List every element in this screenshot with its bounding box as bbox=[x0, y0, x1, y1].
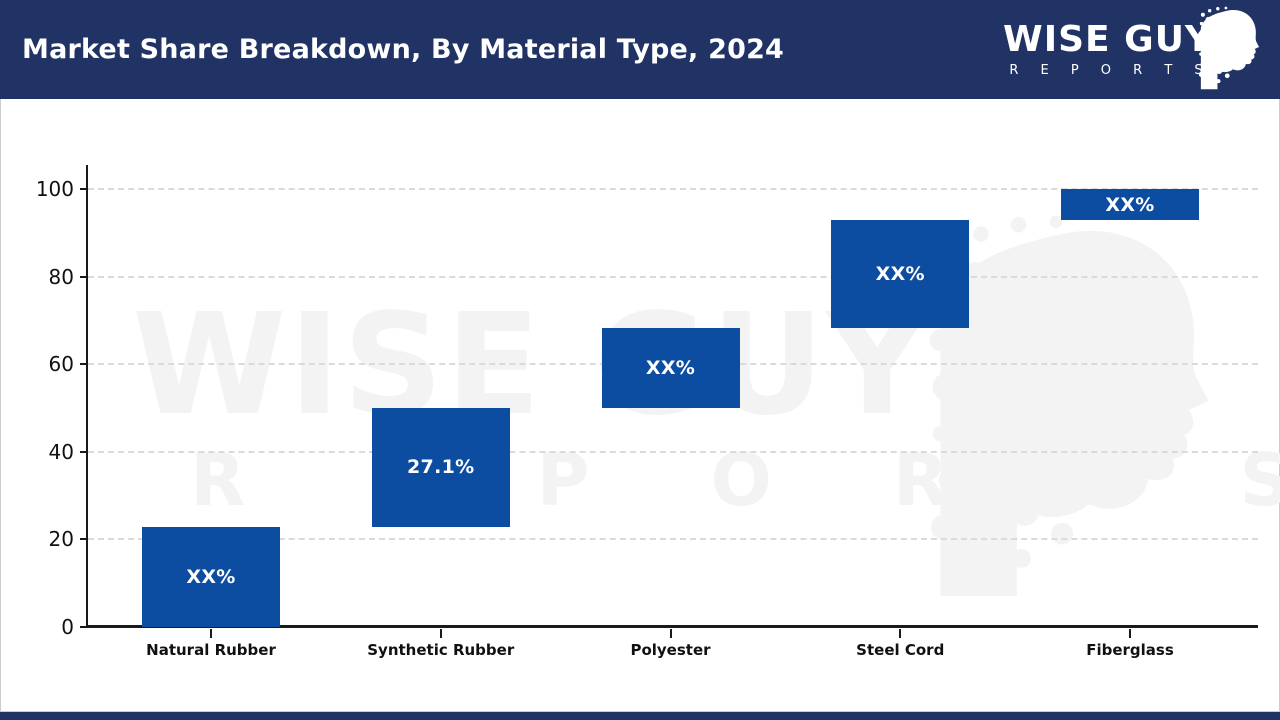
x-axis-category-label: Polyester bbox=[630, 641, 711, 659]
bar-value-label: XX% bbox=[1105, 193, 1155, 216]
gridline bbox=[88, 275, 1258, 278]
gridline bbox=[88, 188, 1258, 190]
x-axis-tick bbox=[899, 629, 902, 638]
y-axis-tick bbox=[80, 538, 87, 541]
brand-logo: WISE GUY R E P O R T S bbox=[1003, 6, 1266, 94]
x-axis-category-label: Natural Rubber bbox=[146, 641, 276, 659]
y-axis-tick bbox=[80, 450, 87, 453]
watermark-wordmark: WISE GUY bbox=[132, 284, 930, 447]
watermark-face-icon bbox=[929, 215, 1209, 596]
x-axis-tick bbox=[439, 629, 442, 638]
y-axis-tick bbox=[80, 188, 87, 190]
bar: XX% bbox=[1061, 189, 1199, 221]
bar: XX% bbox=[831, 220, 970, 329]
brand-logo-text: WISE GUY R E P O R T S bbox=[1002, 18, 1212, 78]
y-axis-tick-label: 40 bbox=[48, 439, 74, 464]
x-axis-category-label: Synthetic Rubber bbox=[367, 641, 515, 659]
y-axis-tick-label: 100 bbox=[35, 177, 74, 201]
y-axis-tick bbox=[80, 363, 87, 366]
bar-value-label: 27.1% bbox=[407, 456, 475, 479]
bar-value-label: XX% bbox=[875, 263, 925, 286]
bar: XX% bbox=[601, 328, 740, 408]
bar-value-label: XX% bbox=[186, 565, 236, 588]
y-axis-tick bbox=[80, 275, 87, 278]
bar: XX% bbox=[142, 526, 280, 627]
gridline bbox=[88, 450, 1258, 453]
y-axis-tick-label: 0 bbox=[61, 615, 74, 639]
logo-wordmark: WISE GUY bbox=[1002, 18, 1212, 60]
y-axis-line bbox=[86, 165, 88, 627]
y-axis-tick bbox=[80, 626, 87, 628]
footer-bar bbox=[0, 712, 1280, 720]
y-axis-tick-label: 80 bbox=[48, 264, 74, 289]
logo-subtext: R E P O R T S bbox=[1009, 62, 1212, 78]
x-axis-line bbox=[86, 625, 1258, 628]
y-axis-tick-label: 60 bbox=[48, 352, 74, 377]
x-axis-category-label: Steel Cord bbox=[856, 641, 945, 659]
header-bar: Market Share Breakdown, By Material Type… bbox=[0, 0, 1280, 99]
logo-face-icon bbox=[1198, 6, 1260, 89]
bar-value-label: XX% bbox=[645, 357, 696, 380]
x-axis-tick bbox=[210, 629, 212, 638]
x-axis-tick bbox=[1129, 629, 1131, 638]
gridline bbox=[88, 538, 1258, 541]
x-axis-category-label: Fiberglass bbox=[1086, 641, 1174, 659]
bar: 27.1% bbox=[371, 408, 510, 527]
y-axis-tick-label: 20 bbox=[48, 527, 74, 552]
x-axis-tick bbox=[669, 629, 672, 638]
chart-title: Market Share Breakdown, By Material Type… bbox=[22, 34, 785, 65]
